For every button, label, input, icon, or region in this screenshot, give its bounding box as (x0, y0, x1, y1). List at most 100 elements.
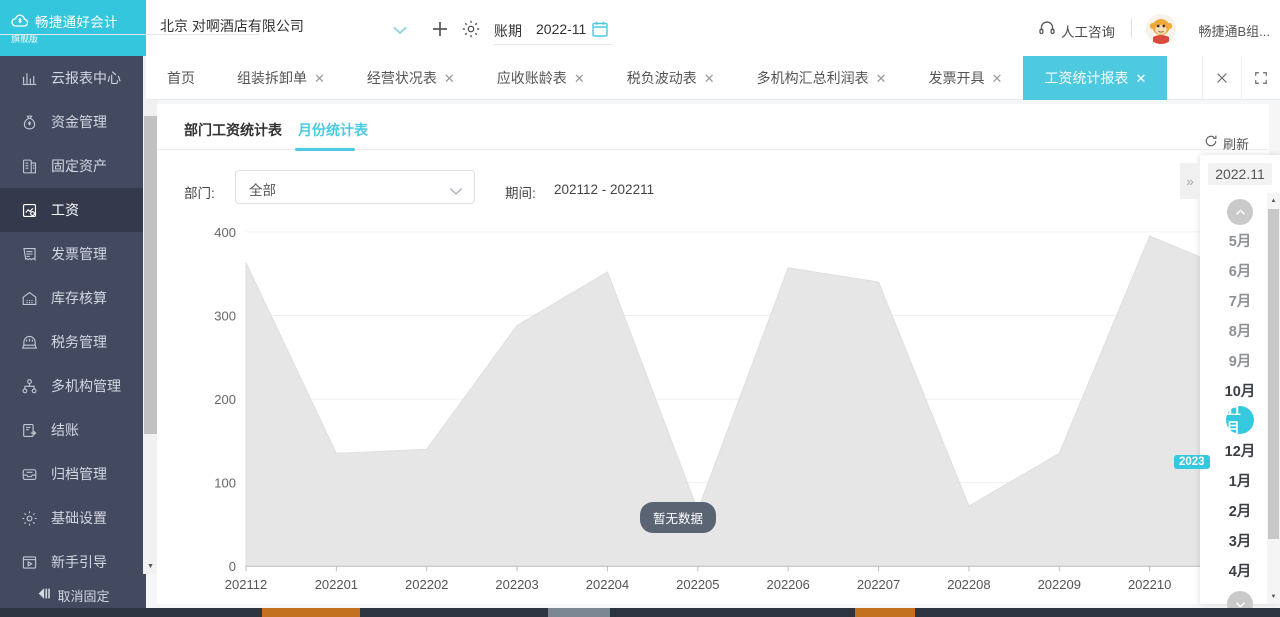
taskbar-segment (548, 608, 610, 617)
refresh-button[interactable]: 刷新 (1204, 134, 1249, 153)
month-item[interactable]: 8月 (1200, 315, 1280, 345)
refresh-icon (1204, 134, 1218, 153)
monthly-area-chart: 0 100 200 300 400 202112 202201 202202 202203 20… (157, 214, 1269, 604)
tab-payroll-report[interactable]: 工资统计报表 ✕ (1023, 56, 1168, 100)
department-select[interactable]: 全部 (235, 170, 475, 204)
tab-invoice-issue[interactable]: 发票开具 ✕ (908, 56, 1024, 100)
month-item[interactable]: 2月 (1200, 495, 1280, 525)
tab-receivable-aging[interactable]: 应收账龄表 ✕ (476, 56, 606, 100)
sidebar-item-basic-settings[interactable]: 基础设置 (0, 496, 146, 540)
tab-home[interactable]: 首页 (146, 56, 216, 100)
sidebar-item-multi-org[interactable]: 多机构管理 (0, 364, 146, 408)
top-header-bar: 畅捷通好会计 旗舰版 北京 对啊酒店有限公司 账期 2022-11 (0, 0, 1280, 56)
consult-button[interactable]: 人工咨询 (1038, 19, 1115, 42)
period-underline (494, 44, 612, 45)
cloud-icon (10, 11, 30, 31)
header-divider (1131, 18, 1132, 38)
gear-icon[interactable] (461, 19, 481, 39)
month-item[interactable]: 10月 (1200, 375, 1280, 405)
month-label: 8月 (1228, 323, 1252, 340)
period-label: 账期 (494, 23, 522, 39)
filter-bar: 部门: 全部 期间: 202112 - 202211 (157, 150, 1269, 212)
sidebar-item-payroll[interactable]: 工资 (0, 188, 146, 232)
report-panel: 部门工资统计表 月份统计表 刷新 部门: 全部 期间: 202 (157, 104, 1269, 604)
unpin-sidebar-button[interactable]: 取消固定 (0, 574, 146, 617)
sidebar-item-funds[interactable]: 资金管理 (0, 100, 146, 144)
close-icon[interactable]: ✕ (875, 70, 887, 86)
tab-assembly-order[interactable]: 组装拆卸单 ✕ (216, 56, 346, 100)
tab-operating-status[interactable]: 经营状况表 ✕ (346, 56, 476, 100)
month-item[interactable]: 6月 (1200, 255, 1280, 285)
caret-down-icon[interactable]: ▼ (1270, 593, 1277, 600)
warehouse-icon (20, 289, 39, 308)
chevron-up-circle-icon[interactable] (1227, 199, 1253, 225)
unpin-label: 取消固定 (57, 589, 110, 604)
month-item[interactable]: 4月 (1200, 555, 1280, 585)
close-all-tabs-button[interactable] (1202, 56, 1241, 100)
user-name[interactable]: 畅捷通B组... (1198, 24, 1270, 39)
fullscreen-icon[interactable] (1241, 56, 1280, 100)
month-item[interactable]: 2023 1月 (1174, 455, 1280, 495)
close-icon[interactable]: ✕ (703, 70, 715, 86)
chart-report-icon (20, 69, 39, 88)
sidebar-item-label: 云报表中心 (51, 70, 121, 86)
double-chevron-right-icon[interactable]: » (1180, 163, 1200, 199)
subtab-department-payroll[interactable]: 部门工资统计表 (184, 122, 282, 138)
company-selector[interactable]: 北京 对啊酒店有限公司 (160, 12, 420, 40)
sidebar-scrollbar-thumb[interactable] (144, 116, 157, 434)
current-period-value[interactable]: 2022.11 (1208, 163, 1272, 185)
close-icon[interactable]: ✕ (443, 70, 455, 86)
sidebar-item-inventory[interactable]: 库存核算 (0, 276, 146, 320)
tab-controls (1202, 56, 1280, 100)
month-label: 10月 (1224, 383, 1256, 400)
tab-multi-org-profit[interactable]: 多机构汇总利润表 ✕ (736, 56, 908, 100)
sidebar-scrollbar[interactable]: ▲ ▼ (143, 56, 158, 574)
close-icon[interactable]: ✕ (1135, 70, 1147, 86)
month-label: 4月 (1228, 563, 1252, 580)
month-label: 3月 (1228, 533, 1252, 550)
caret-down-icon[interactable]: ▼ (143, 558, 158, 574)
avatar[interactable] (1146, 14, 1176, 44)
month-label: 2月 (1228, 503, 1252, 520)
month-item[interactable]: 7月 (1200, 285, 1280, 315)
month-panel-scrollbar-thumb[interactable] (1268, 209, 1279, 539)
chart-x-ticks (245, 566, 1241, 572)
sidebar-item-invoice[interactable]: 发票管理 (0, 232, 146, 276)
tab-label: 首页 (167, 70, 195, 86)
department-label: 部门: (184, 186, 215, 201)
close-icon[interactable]: ✕ (573, 70, 585, 86)
month-item[interactable]: 9月 (1200, 345, 1280, 375)
subtab-monthly-statistics[interactable]: 月份统计表 (298, 122, 368, 138)
sidebar-item-beginner-guide[interactable]: 新手引导 (0, 540, 146, 574)
sidebar-item-tax[interactable]: 税务管理 (0, 320, 146, 364)
refresh-label: 刷新 (1222, 137, 1249, 152)
tab-label: 组装拆卸单 (237, 70, 307, 86)
close-icon[interactable]: ✕ (991, 70, 1003, 86)
month-panel-scrollbar[interactable]: ▲ ▼ (1267, 193, 1280, 604)
brand-logo[interactable]: 畅捷通好会计 旗舰版 (0, 0, 146, 56)
chevron-down-icon[interactable] (392, 22, 408, 35)
month-item[interactable]: 12月 (1200, 435, 1280, 465)
year-marker-badge: 2023 (1174, 455, 1210, 469)
taskbar-segment (262, 608, 360, 617)
add-button[interactable] (430, 19, 450, 39)
close-book-icon (20, 421, 39, 440)
tab-tax-fluctuation[interactable]: 税负波动表 ✕ (606, 56, 736, 100)
sidebar-item-fixed-assets[interactable]: 固定资产 (0, 144, 146, 188)
calendar-icon[interactable] (591, 20, 609, 38)
sidebar-item-close-accounts[interactable]: 结账 (0, 408, 146, 452)
tax-icon (20, 333, 39, 352)
close-icon[interactable]: ✕ (314, 70, 325, 86)
period-value[interactable]: 2022-11 (536, 21, 587, 37)
sidebar-item-cloud-report[interactable]: 云报表中心 (0, 56, 146, 100)
month-panel-header: 2022.11 (1200, 155, 1280, 193)
month-item[interactable]: 5月 (1200, 225, 1280, 255)
caret-up-icon[interactable]: ▲ (1270, 197, 1277, 204)
month-side-panel: » 2022.11 5月 6月 7月 8月 9月 10月 11月 12月 202… (1174, 155, 1280, 617)
taskbar-segment (855, 608, 915, 617)
month-item[interactable]: 3月 (1200, 525, 1280, 555)
sidebar-item-archive[interactable]: 归档管理 (0, 452, 146, 496)
month-label: 9月 (1228, 353, 1252, 370)
tab-label: 应收账龄表 (496, 70, 567, 86)
month-item-selected[interactable]: 11月 (1200, 402, 1280, 436)
